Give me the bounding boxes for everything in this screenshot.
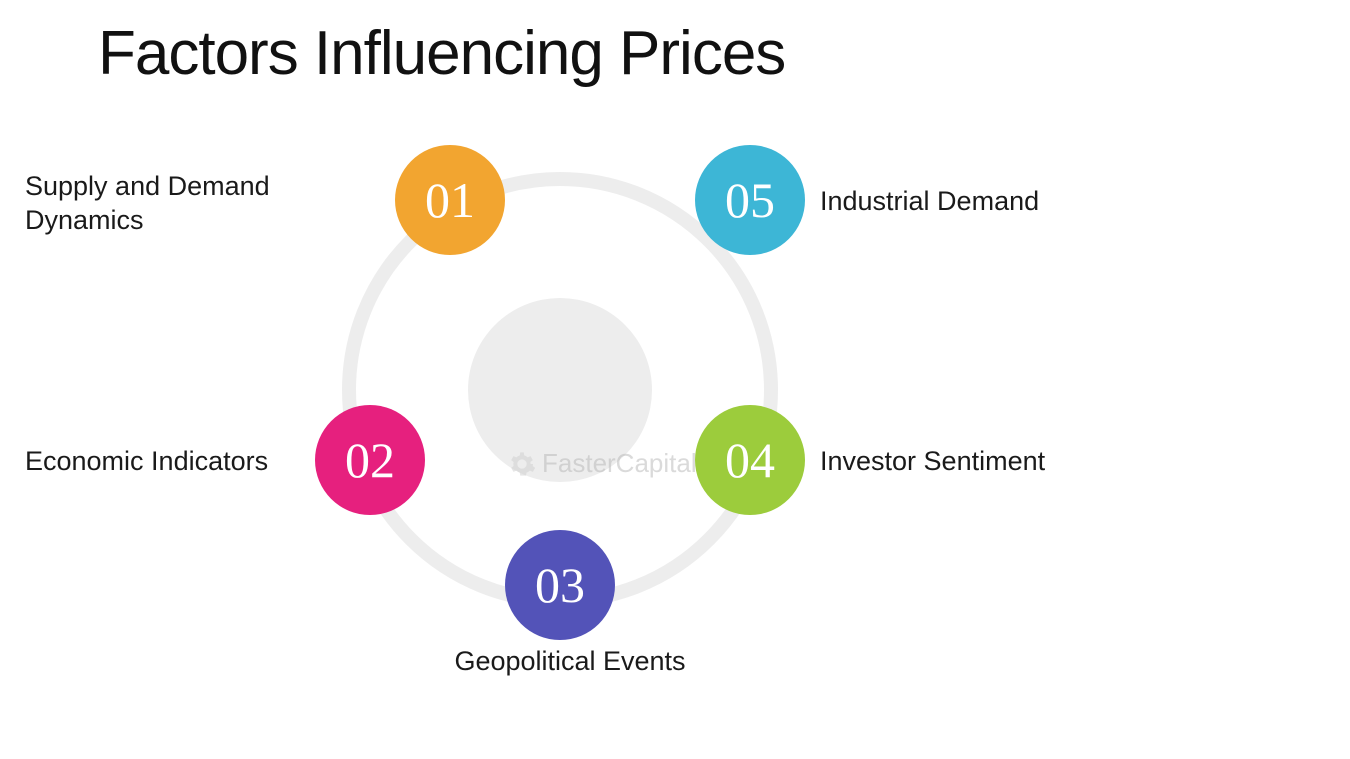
watermark-text: FasterCapital	[542, 448, 697, 479]
node-01: 01	[395, 145, 505, 255]
node-label-02: Economic Indicators	[25, 445, 325, 479]
node-label-05: Industrial Demand	[820, 185, 1140, 219]
node-number-03: 03	[535, 560, 585, 610]
node-04: 04	[695, 405, 805, 515]
node-number-04: 04	[725, 435, 775, 485]
watermark: FasterCapital	[508, 448, 697, 479]
page-title: Factors Influencing Prices	[98, 18, 785, 89]
gear-icon	[508, 450, 536, 478]
node-05: 05	[695, 145, 805, 255]
node-label-01: Supply and Demand Dynamics	[25, 170, 325, 238]
node-03: 03	[505, 530, 615, 640]
node-02: 02	[315, 405, 425, 515]
node-number-02: 02	[345, 435, 395, 485]
node-number-05: 05	[725, 175, 775, 225]
node-number-01: 01	[425, 175, 475, 225]
node-label-04: Investor Sentiment	[820, 445, 1140, 479]
node-label-03: Geopolitical Events	[440, 645, 700, 679]
stage: Factors Influencing Prices FasterCapital…	[0, 0, 1350, 759]
